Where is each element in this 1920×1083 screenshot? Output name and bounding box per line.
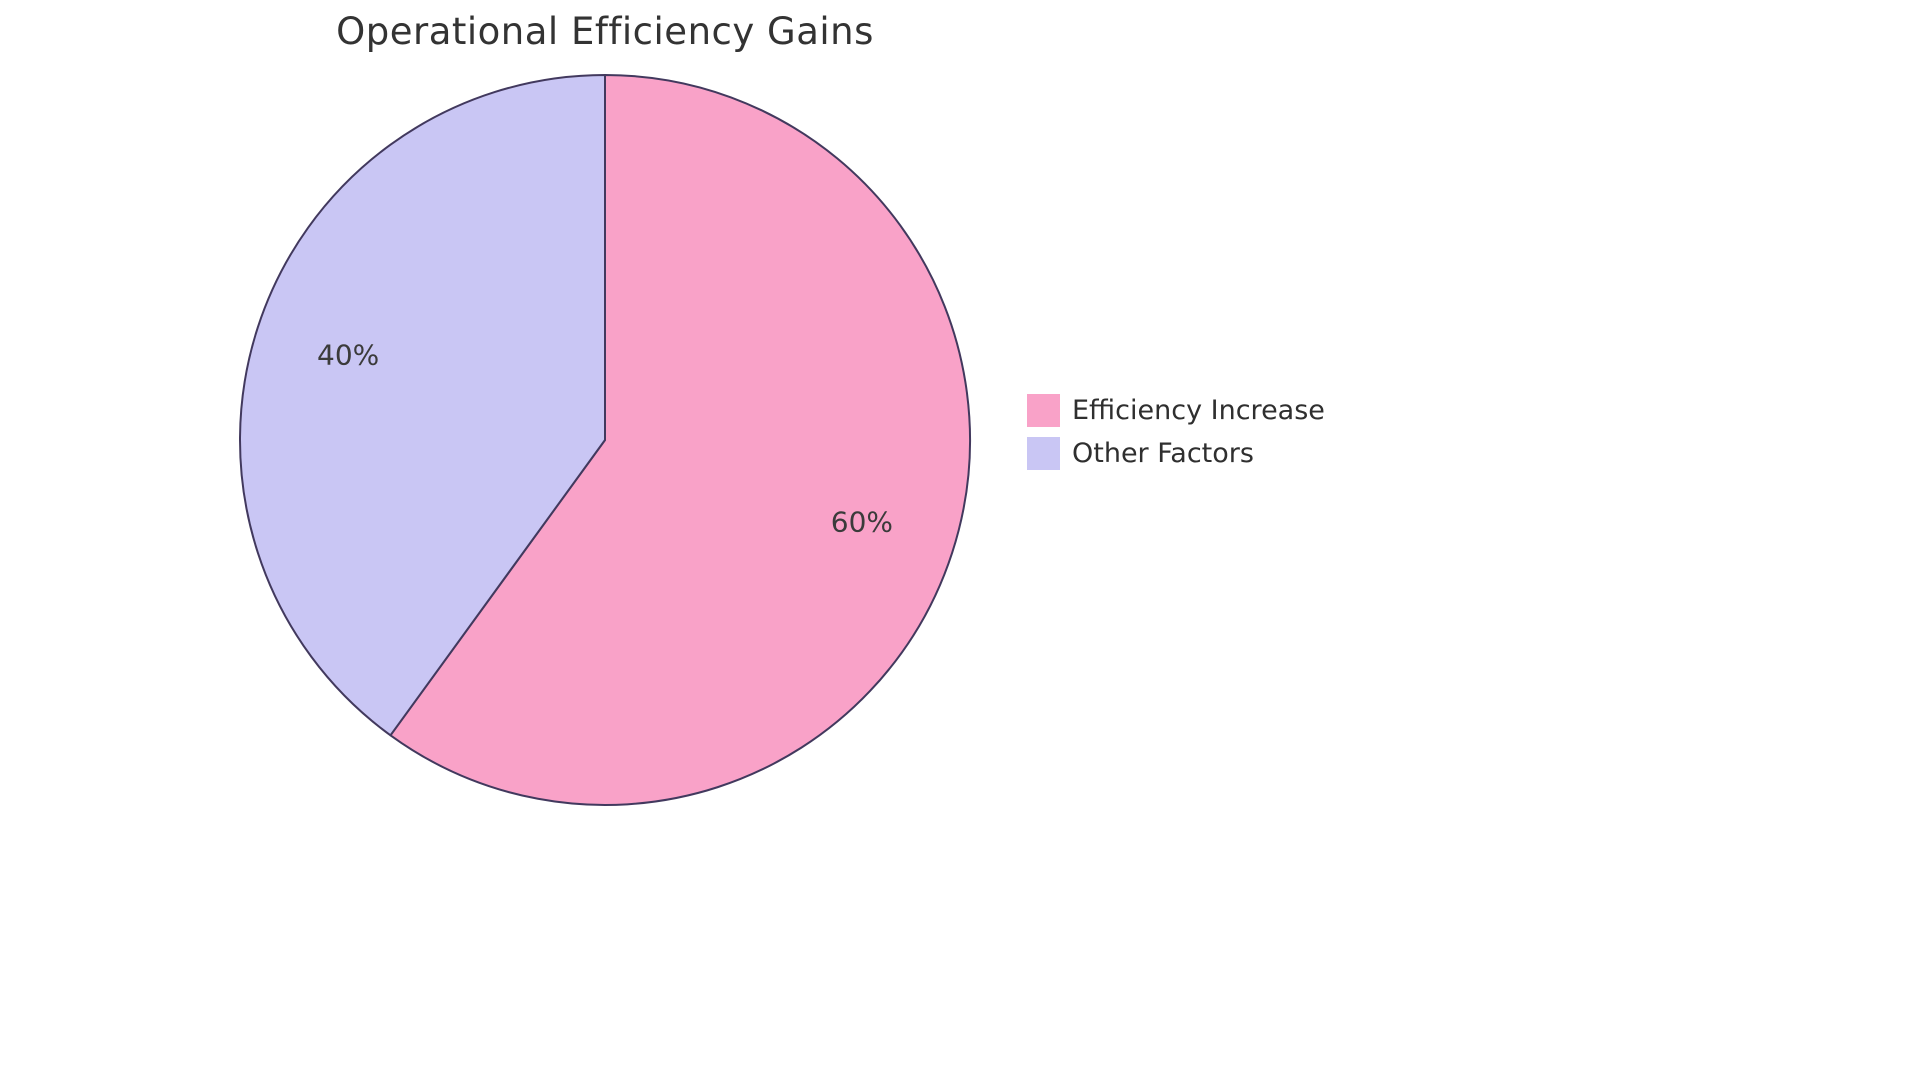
legend-swatch-other-factors	[1027, 437, 1060, 470]
slice-percentage-label: 40%	[317, 339, 379, 372]
legend-label-other-factors: Other Factors	[1072, 438, 1254, 469]
pie-slice-efficiency-increase[interactable]	[389, 74, 971, 806]
chart-title: Operational Efficiency Gains	[336, 10, 874, 53]
legend: Efficiency Increase Other Factors	[1027, 394, 1325, 470]
legend-item-other-factors[interactable]: Other Factors	[1027, 437, 1325, 470]
slice-percentage-label: 60%	[831, 505, 893, 538]
legend-label-efficiency-increase: Efficiency Increase	[1072, 395, 1325, 426]
legend-item-efficiency-increase[interactable]: Efficiency Increase	[1027, 394, 1325, 427]
legend-swatch-efficiency-increase	[1027, 394, 1060, 427]
pie-slice-other-factors[interactable]	[239, 74, 606, 737]
